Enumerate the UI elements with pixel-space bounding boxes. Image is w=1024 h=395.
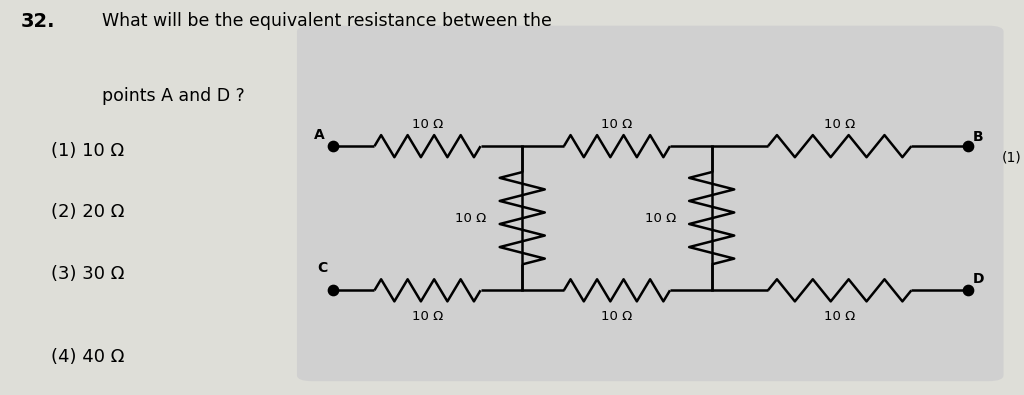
Text: What will be the equivalent resistance between the: What will be the equivalent resistance b… — [102, 12, 552, 30]
Text: 10 Ω: 10 Ω — [824, 310, 855, 322]
Text: B: B — [973, 130, 983, 144]
Text: (2) 20 Ω: (2) 20 Ω — [51, 203, 125, 222]
Text: A: A — [314, 128, 325, 142]
Text: 32.: 32. — [20, 12, 55, 31]
Text: C: C — [317, 261, 328, 275]
Text: (4) 40 Ω: (4) 40 Ω — [51, 348, 125, 366]
Text: D: D — [973, 273, 984, 286]
Text: (1): (1) — [1002, 150, 1022, 164]
Text: 10 Ω: 10 Ω — [601, 310, 633, 322]
Text: 10 Ω: 10 Ω — [455, 212, 486, 225]
Point — [325, 143, 341, 149]
Text: (1) 10 Ω: (1) 10 Ω — [51, 142, 124, 160]
Text: (3) 30 Ω: (3) 30 Ω — [51, 265, 125, 283]
Text: points A and D ?: points A and D ? — [102, 87, 245, 105]
Point — [959, 143, 976, 149]
Text: 10 Ω: 10 Ω — [412, 310, 443, 322]
Point — [325, 287, 341, 293]
Text: 10 Ω: 10 Ω — [644, 212, 676, 225]
Point — [959, 287, 976, 293]
Text: 10 Ω: 10 Ω — [412, 118, 443, 131]
FancyBboxPatch shape — [297, 26, 1004, 381]
Text: 10 Ω: 10 Ω — [824, 118, 855, 131]
Text: 10 Ω: 10 Ω — [601, 118, 633, 131]
